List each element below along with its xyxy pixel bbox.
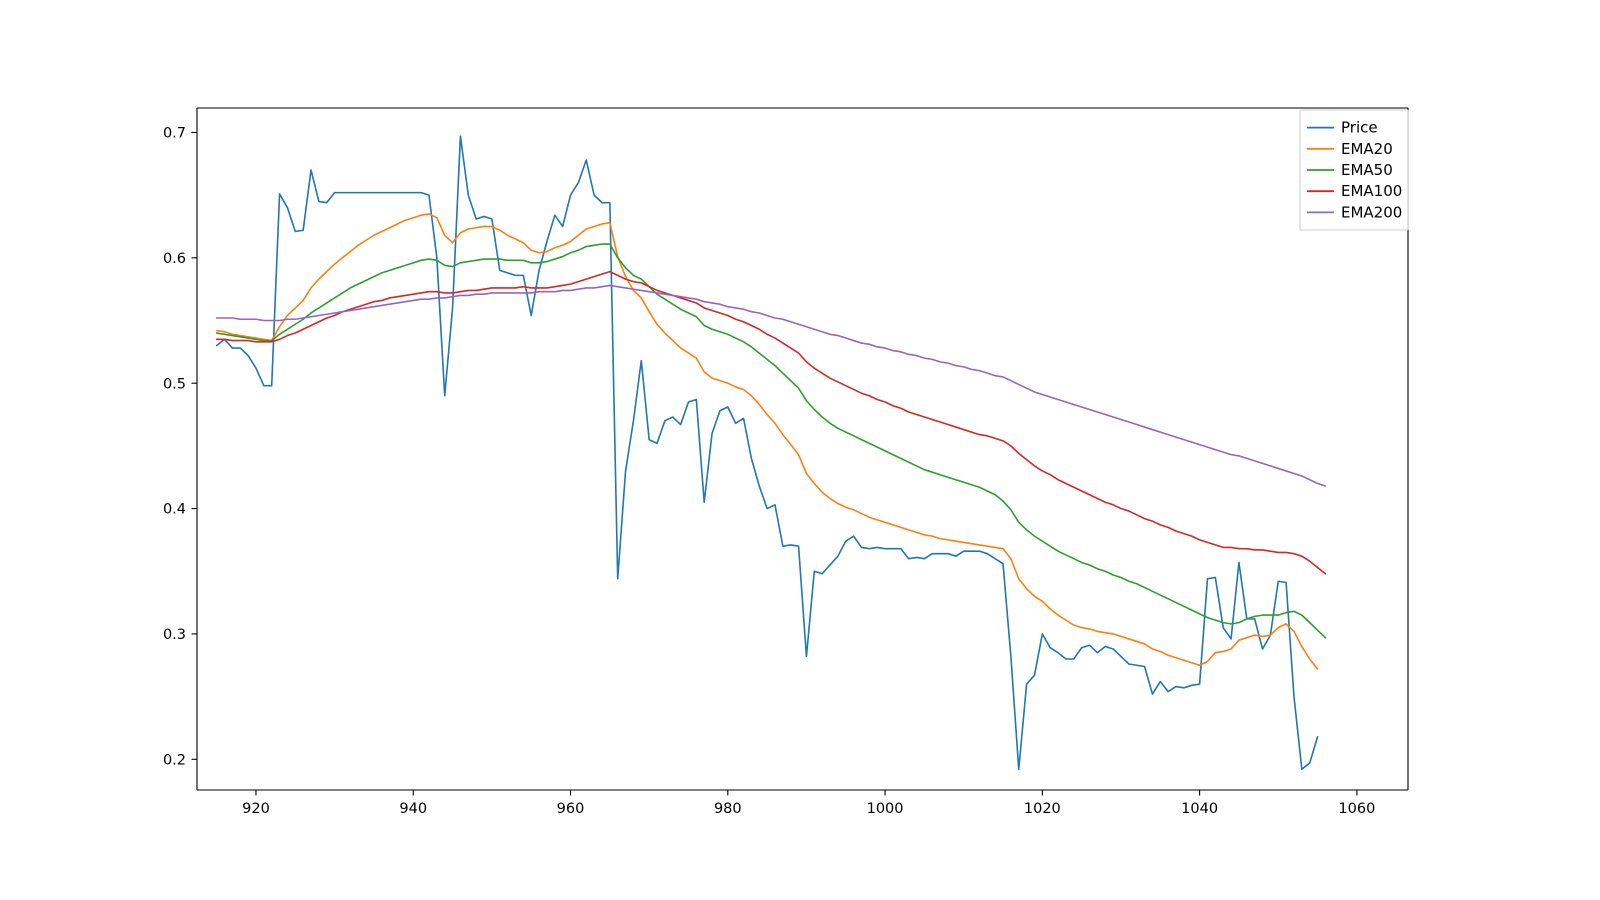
legend-label-ema50: EMA50 [1341, 161, 1393, 179]
legend-label-ema20: EMA20 [1341, 140, 1393, 158]
plot-area-background [197, 108, 1408, 790]
y-tick-label: 0.2 [163, 752, 186, 768]
series-line-ema100 [215, 270, 1327, 575]
x-tick-label: 1060 [1338, 801, 1375, 817]
y-tick-label: 0.3 [163, 627, 186, 643]
legend-label-ema200: EMA200 [1341, 203, 1402, 221]
x-tick-label: 1040 [1181, 801, 1218, 817]
series-line-ema20 [215, 213, 1319, 670]
x-tick-label: 920 [242, 801, 270, 817]
series-line-ema50 [215, 243, 1327, 639]
chart-legend: Price EMA20 EMA50 EMA100 EMA200 [1299, 109, 1409, 231]
y-tick-label: 0.4 [163, 502, 186, 518]
series-line-price [215, 135, 1319, 771]
data-series-group [215, 135, 1327, 771]
x-axis-ticks: 920 940 960 980 1000 1020 1040 1060 [242, 790, 1375, 817]
x-tick-label: 1020 [1024, 801, 1061, 817]
x-tick-label: 960 [557, 801, 585, 817]
series-line-ema200 [215, 284, 1327, 487]
y-axis-ticks: 0.2 0.3 0.4 0.5 0.6 0.7 [163, 126, 197, 768]
y-tick-label: 0.6 [163, 251, 186, 267]
y-tick-label: 0.7 [163, 126, 186, 142]
x-tick-label: 980 [714, 801, 742, 817]
x-tick-label: 1000 [867, 801, 904, 817]
legend-label-ema100: EMA100 [1341, 182, 1402, 200]
y-tick-label: 0.5 [163, 376, 186, 392]
x-tick-label: 940 [399, 801, 427, 817]
legend-label-price: Price [1341, 119, 1378, 137]
legend-background [1299, 109, 1409, 231]
